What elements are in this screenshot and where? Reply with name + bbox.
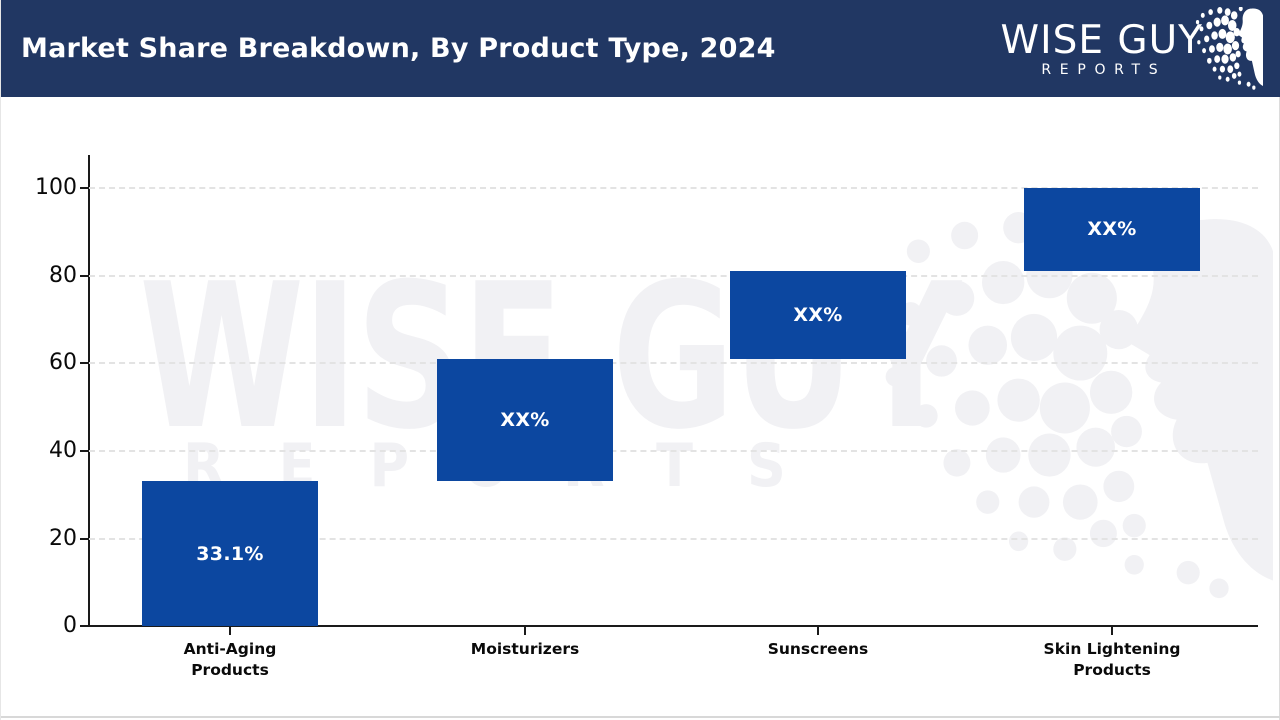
header: Market Share Breakdown, By Product Type,… bbox=[1, 0, 1280, 97]
bar-value-label: XX% bbox=[500, 409, 550, 432]
bar: XX% bbox=[1024, 187, 1200, 272]
bar: XX% bbox=[730, 271, 906, 359]
y-tick-mark bbox=[80, 449, 89, 452]
gridline bbox=[89, 186, 1258, 189]
logo-wordmark: WISE GUY bbox=[1000, 17, 1203, 63]
wiseguy-face-logo-icon bbox=[1193, 6, 1263, 90]
bar: 33.1% bbox=[142, 481, 318, 627]
x-tick-mark bbox=[817, 627, 819, 635]
gridline bbox=[89, 274, 1258, 277]
y-tick-label: 60 bbox=[49, 350, 77, 376]
gridline bbox=[89, 449, 1258, 452]
y-tick-mark bbox=[80, 274, 89, 277]
bar: XX% bbox=[437, 358, 613, 482]
y-tick-label: 0 bbox=[63, 613, 77, 639]
category-label: Moisturizers bbox=[470, 640, 580, 658]
category-label: Anti-Aging Products bbox=[183, 640, 277, 679]
bar-value-label: XX% bbox=[793, 303, 843, 326]
y-tick-mark bbox=[80, 625, 89, 628]
x-tick-mark bbox=[229, 627, 231, 635]
logo-text: WISE GUY REPORTS bbox=[1000, 17, 1203, 79]
y-tick-label: 40 bbox=[49, 437, 77, 463]
bottom-divider bbox=[1, 716, 1280, 718]
y-tick-mark bbox=[80, 537, 89, 540]
y-tick-mark bbox=[80, 362, 89, 365]
logo-sub: REPORTS bbox=[1041, 62, 1167, 79]
y-tick-mark bbox=[80, 186, 89, 189]
bar-value-label: XX% bbox=[1087, 218, 1137, 241]
x-tick-mark bbox=[1111, 627, 1113, 635]
y-tick-label: 20 bbox=[49, 525, 77, 551]
page-title: Market Share Breakdown, By Product Type,… bbox=[21, 33, 776, 64]
category-label: Skin Lightening Products bbox=[1043, 640, 1181, 679]
gridline bbox=[89, 537, 1258, 540]
wiseguy-logo: WISE GUY REPORTS bbox=[1000, 6, 1263, 91]
bar-value-label: 33.1% bbox=[196, 542, 264, 565]
gridline bbox=[89, 362, 1258, 365]
y-tick-label: 80 bbox=[49, 262, 77, 288]
x-tick-mark bbox=[524, 627, 526, 635]
x-axis-line bbox=[88, 625, 1258, 627]
y-tick-label: 100 bbox=[35, 174, 77, 200]
y-axis-line bbox=[88, 155, 90, 627]
category-label: Sunscreens bbox=[767, 640, 869, 658]
